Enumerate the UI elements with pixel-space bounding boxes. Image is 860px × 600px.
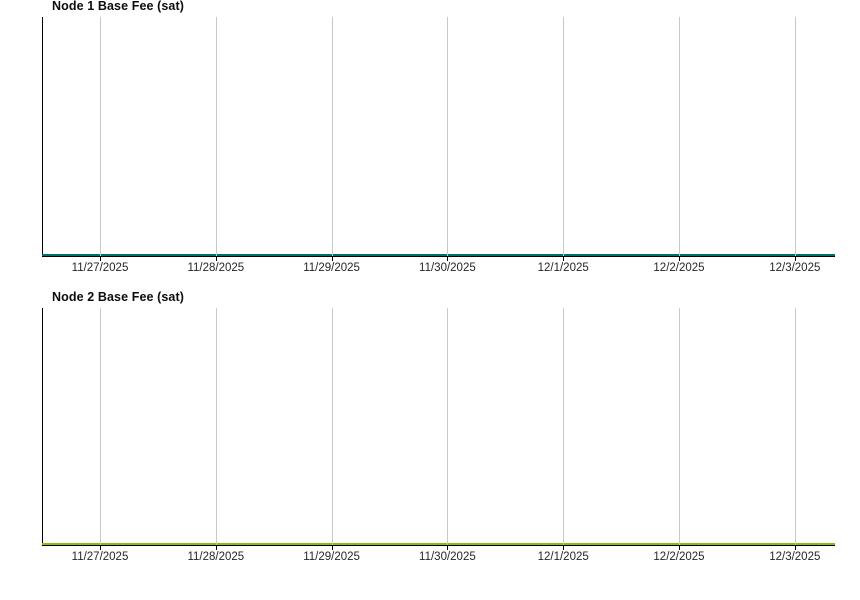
gridline <box>100 17 101 256</box>
x-tick-label: 12/1/2025 <box>537 262 589 274</box>
gridline <box>563 17 565 256</box>
chart-title-node-2: Node 2 Base Fee (sat) <box>52 290 185 304</box>
x-axis-tick-mark <box>215 257 217 261</box>
x-axis-tick-mark <box>447 546 449 550</box>
x-axis-tick-mark <box>447 257 449 261</box>
x-tick-label: 11/27/2025 <box>71 262 129 274</box>
x-axis-tick-mark <box>215 546 217 550</box>
x-axis-line-node-2 <box>42 545 835 546</box>
series-line-node-2 <box>42 543 835 545</box>
gridline <box>679 308 680 545</box>
x-tick-label: 11/30/2025 <box>419 262 476 274</box>
x-axis-tick-mark <box>679 546 680 550</box>
x-axis-tick-mark <box>563 257 565 261</box>
x-tick-label: 12/2/2025 <box>653 262 705 274</box>
x-tick-label: 11/28/2025 <box>187 262 245 274</box>
x-tick-label: 11/29/2025 <box>303 551 360 563</box>
x-tick-label: 11/29/2025 <box>303 262 360 274</box>
gridline <box>331 308 333 545</box>
x-axis-tick-mark <box>679 257 680 261</box>
y-axis-line-node-1 <box>42 17 43 257</box>
x-tick-label: 11/27/2025 <box>71 551 129 563</box>
x-axis-tick-mark <box>100 257 101 261</box>
plot-area-node-2 <box>42 308 835 550</box>
x-axis-tick-mark <box>563 546 565 550</box>
x-tick-label: 11/30/2025 <box>419 551 476 563</box>
gridline <box>563 308 565 545</box>
gridline <box>794 308 796 545</box>
chart-panel-node-1: Node 1 Base Fee (sat) 11/27/2025 11/28/20… <box>0 0 860 288</box>
gridline <box>215 308 217 545</box>
gridline <box>794 17 796 256</box>
plot-area-node-1 <box>42 17 835 261</box>
x-tick-label: 11/28/2025 <box>187 551 245 563</box>
gridline <box>100 308 101 545</box>
x-axis-tick-mark <box>794 257 796 261</box>
x-axis-tick-mark <box>100 546 101 550</box>
x-tick-label: 12/1/2025 <box>537 551 589 563</box>
x-tick-labels-node-2: 11/27/2025 11/28/2025 11/29/2025 11/30/2025… <box>42 550 835 566</box>
x-tick-label: 12/3/2025 <box>769 551 821 563</box>
x-tick-label: 12/3/2025 <box>769 262 821 274</box>
x-tick-label: 12/2/2025 <box>653 551 705 563</box>
gridline <box>447 308 449 545</box>
gridline <box>447 17 449 256</box>
x-axis-tick-mark <box>331 546 333 550</box>
gridline <box>331 17 333 256</box>
chart-panel-node-2: Node 2 Base Fee (sat) 11/27/2025 11/28/20… <box>0 288 860 578</box>
gridline <box>679 17 680 256</box>
series-line-node-1 <box>42 254 835 256</box>
y-axis-line-node-2 <box>42 308 43 546</box>
chart-title-node-1: Node 1 Base Fee (sat) <box>52 0 185 13</box>
x-axis-line-node-1 <box>42 256 835 257</box>
x-tick-labels-node-1: 11/27/2025 11/28/2025 11/29/2025 11/30/2025… <box>42 261 835 277</box>
x-axis-tick-mark <box>331 257 333 261</box>
x-axis-tick-mark <box>794 546 796 550</box>
gridline <box>215 17 217 256</box>
